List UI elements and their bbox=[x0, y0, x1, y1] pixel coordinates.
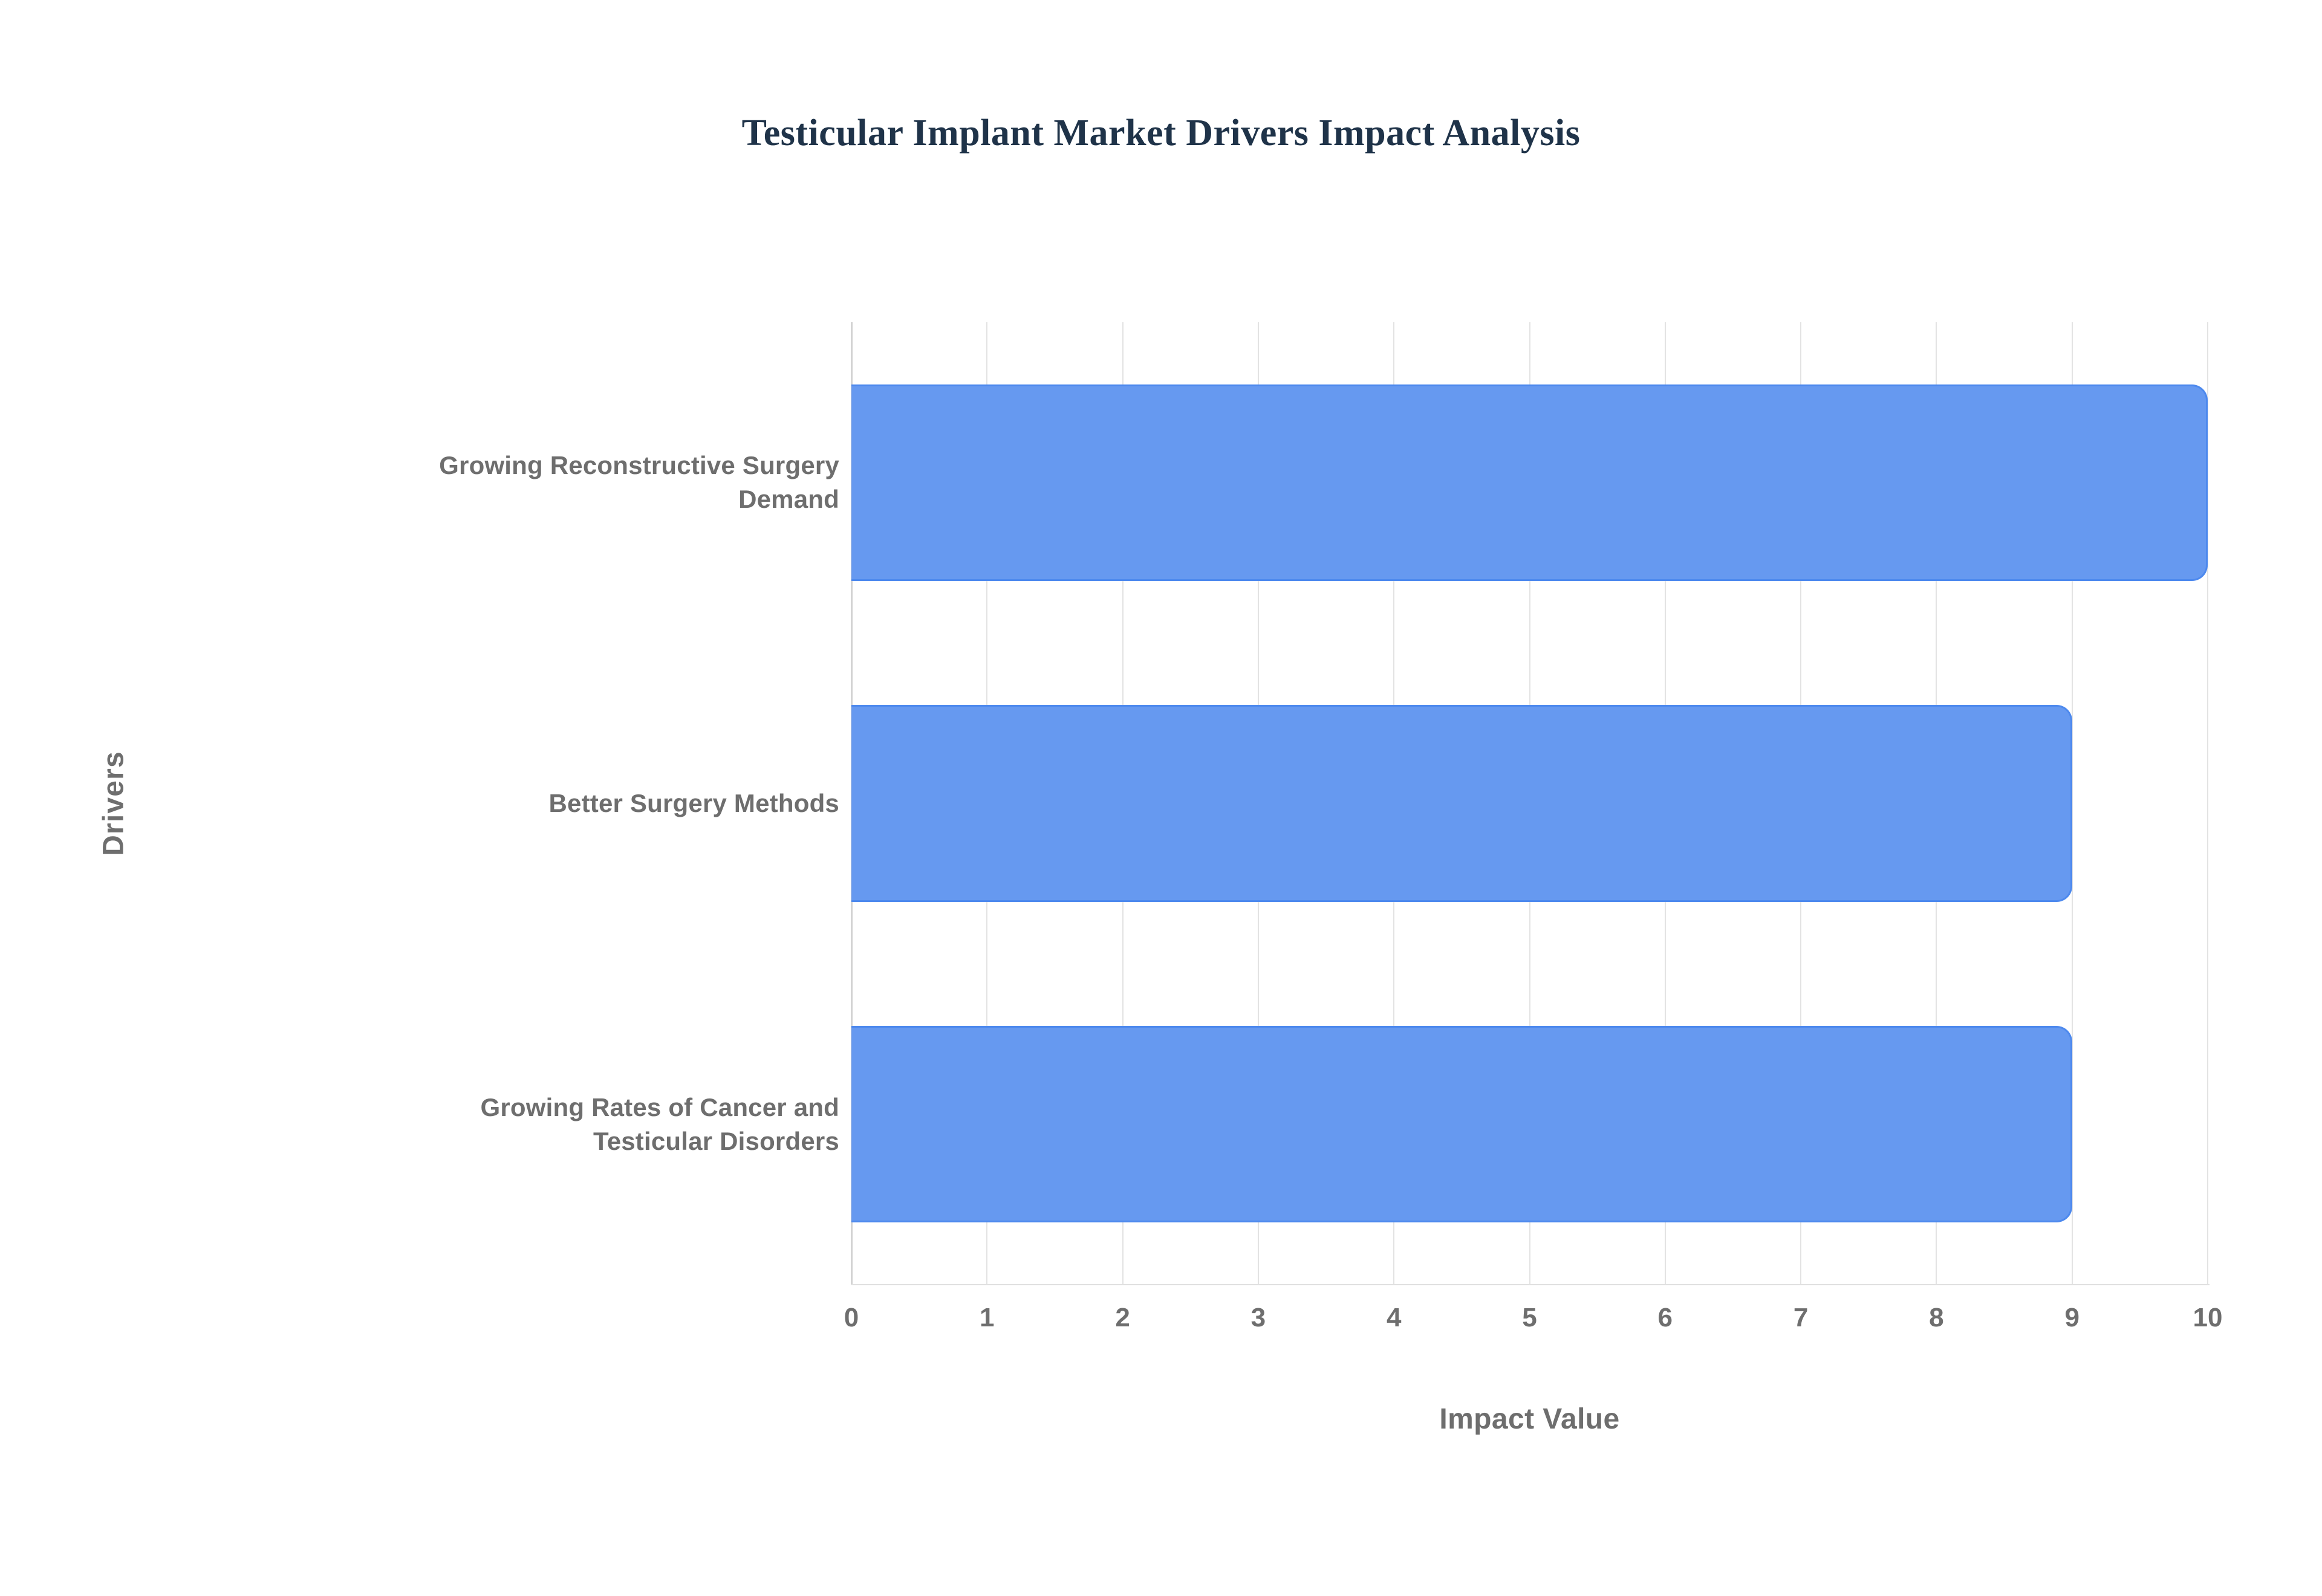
y-tick-label-line2: Testicular Disorders bbox=[593, 1126, 839, 1155]
x-tick-label-2: 2 bbox=[1115, 1303, 1130, 1332]
x-tick-label-10: 10 bbox=[2193, 1303, 2223, 1332]
y-tick-label-line1: Growing Reconstructive Surgery bbox=[439, 451, 839, 480]
x-tick-label-3: 3 bbox=[1250, 1303, 1266, 1332]
x-tick-label-5: 5 bbox=[1522, 1303, 1537, 1332]
bar-2[interactable] bbox=[851, 705, 2072, 902]
y-tick-label-line1: Growing Rates of Cancer and bbox=[480, 1092, 839, 1121]
x-tick-label-1: 1 bbox=[980, 1303, 995, 1332]
x-tick-label-8: 8 bbox=[1929, 1303, 1944, 1332]
chart-title: Testicular Implant Market Drivers Impact… bbox=[741, 112, 1581, 154]
y-tick-label-line1: Better Surgery Methods bbox=[548, 789, 839, 818]
x-tick-label-9: 9 bbox=[2064, 1303, 2080, 1332]
plot-area bbox=[851, 322, 2208, 1285]
gridline-9 bbox=[2071, 322, 2073, 1285]
y-tick-label-growing-rates-of-cancer-and-testicular-disorders: Growing Rates of Cancer and Testicular D… bbox=[53, 1070, 839, 1179]
x-tick-label-0: 0 bbox=[844, 1303, 859, 1332]
x-axis-title: Impact Value bbox=[1439, 1403, 1620, 1435]
x-axis-line bbox=[851, 1284, 2210, 1285]
bar-1[interactable] bbox=[851, 384, 2208, 581]
y-tick-label-better-surgery-methods: Better Surgery Methods bbox=[53, 749, 839, 858]
x-tick-label-7: 7 bbox=[1793, 1303, 1809, 1332]
bar-3[interactable] bbox=[851, 1026, 2072, 1223]
y-tick-label-growing-reconstructive-surgery-demand: Growing Reconstructive Surgery Demand bbox=[53, 428, 839, 537]
y-tick-label-line2: Demand bbox=[738, 485, 839, 514]
x-tick-label-4: 4 bbox=[1386, 1303, 1402, 1332]
gridline-10 bbox=[2207, 322, 2208, 1285]
x-tick-label-6: 6 bbox=[1657, 1303, 1673, 1332]
